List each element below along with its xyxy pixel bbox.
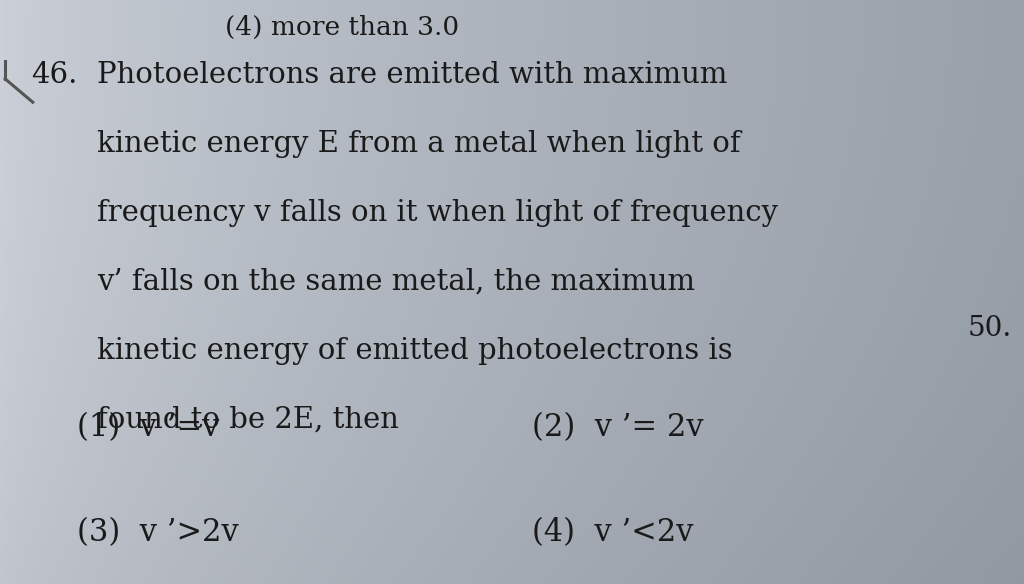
Text: 46.: 46. (31, 61, 77, 89)
Text: v’ falls on the same metal, the maximum: v’ falls on the same metal, the maximum (97, 268, 695, 296)
Text: kinetic energy of emitted photoelectrons is: kinetic energy of emitted photoelectrons… (97, 337, 733, 365)
Text: kinetic energy E from a metal when light of: kinetic energy E from a metal when light… (97, 130, 741, 158)
Text: Photoelectrons are emitted with maximum: Photoelectrons are emitted with maximum (97, 61, 728, 89)
Text: (1)  v ’=v: (1) v ’=v (77, 412, 219, 443)
Text: frequency v falls on it when light of frequency: frequency v falls on it when light of fr… (97, 199, 778, 227)
Text: 50.: 50. (968, 315, 1012, 342)
Text: (2)  v ’= 2v: (2) v ’= 2v (532, 412, 705, 443)
Text: found to be 2E, then: found to be 2E, then (97, 406, 399, 434)
Text: (3)  v ’>2v: (3) v ’>2v (77, 517, 239, 548)
Text: (4) more than 3.0: (4) more than 3.0 (225, 15, 460, 40)
Text: (4)  v ’<2v: (4) v ’<2v (532, 517, 694, 548)
